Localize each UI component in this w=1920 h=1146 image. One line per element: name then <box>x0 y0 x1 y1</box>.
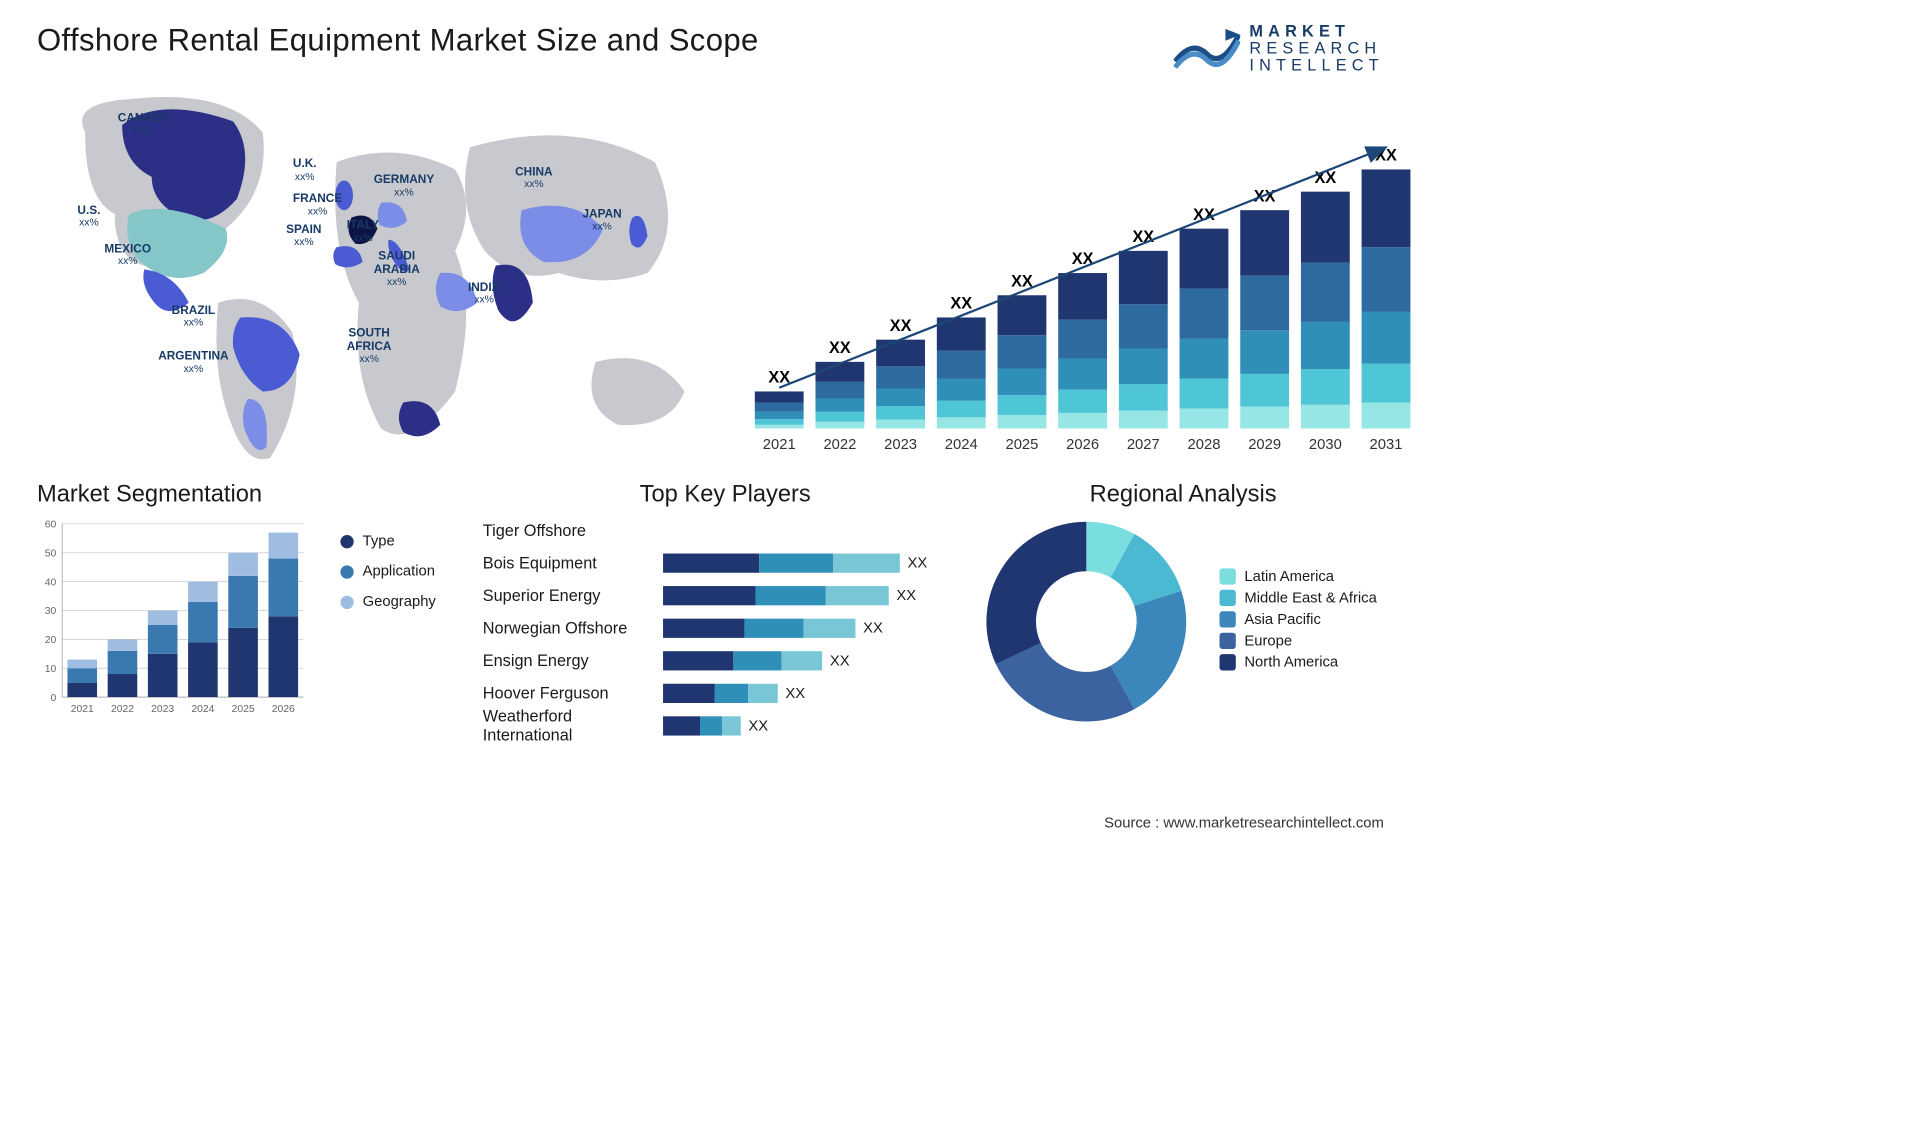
player-name: Tiger Offshore <box>483 521 653 540</box>
world-map-panel: CANADAxx% U.S.xx%MEXICOxx% BRAZILxx% ARGENT… <box>37 81 710 466</box>
svg-text:2029: 2029 <box>1248 437 1281 453</box>
player-row: Weatherford InternationalXX <box>483 714 968 739</box>
player-value: XX <box>908 555 928 572</box>
legend-item: Type <box>340 533 435 550</box>
svg-text:XX: XX <box>1193 206 1215 224</box>
svg-text:2025: 2025 <box>232 704 255 715</box>
legend-item: North America <box>1219 654 1377 671</box>
map-label: SOUTHAFRICAxx% <box>347 327 392 364</box>
map-label: SPAINxx% <box>286 223 321 247</box>
regional-legend: Latin America Middle East & Africa Asia Pa… <box>1219 568 1377 675</box>
svg-text:20: 20 <box>45 635 57 646</box>
player-row: Hoover Ferguson XX <box>483 681 968 706</box>
svg-text:2023: 2023 <box>884 437 917 453</box>
player-name: Superior Energy <box>483 586 653 605</box>
map-label: MEXICOxx% <box>104 242 151 266</box>
players-title: Top Key Players <box>483 480 968 507</box>
map-label: CHINAxx% <box>515 166 552 190</box>
map-label: ITALYxx% <box>347 219 379 243</box>
svg-text:40: 40 <box>45 578 57 589</box>
player-row: Superior Energy XX <box>483 583 968 608</box>
svg-text:50: 50 <box>45 549 57 560</box>
svg-text:2022: 2022 <box>823 437 856 453</box>
svg-text:2025: 2025 <box>1005 437 1038 453</box>
svg-text:2021: 2021 <box>71 704 94 715</box>
regional-title: Regional Analysis <box>982 480 1383 507</box>
logo-text-2: RESEARCH <box>1249 39 1383 56</box>
brand-logo: MARKET RESEARCH INTELLECT <box>1174 22 1384 73</box>
map-label: U.S.xx% <box>77 204 100 228</box>
svg-text:2030: 2030 <box>1309 437 1342 453</box>
logo-text-3: INTELLECT <box>1249 56 1383 73</box>
player-name: Norwegian Offshore <box>483 619 653 638</box>
svg-text:30: 30 <box>45 606 57 617</box>
logo-text-1: MARKET <box>1249 22 1383 39</box>
svg-text:0: 0 <box>50 693 56 704</box>
map-label: U.K.xx% <box>293 158 317 182</box>
segmentation-title: Market Segmentation <box>37 480 468 507</box>
svg-text:2024: 2024 <box>191 704 214 715</box>
legend-item: Application <box>340 563 435 580</box>
legend-item: Latin America <box>1219 568 1377 585</box>
player-value: XX <box>896 587 916 604</box>
key-players-panel: Top Key Players Tiger Offshore Bois Equip… <box>483 480 968 746</box>
growth-bar-chart: XX2021XX2022XX2023XX2024XX2025XX2026XX20… <box>740 88 1421 458</box>
player-row: Tiger Offshore <box>483 518 968 543</box>
regional-donut-chart <box>982 518 1189 725</box>
player-name: Weatherford International <box>483 707 653 745</box>
player-row: Norwegian Offshore XX <box>483 616 968 641</box>
player-bar <box>663 717 741 736</box>
svg-text:2024: 2024 <box>945 437 978 453</box>
svg-text:2022: 2022 <box>111 704 134 715</box>
growth-chart-panel: XX2021XX2022XX2023XX2024XX2025XX2026XX20… <box>740 81 1421 466</box>
legend-item: Middle East & Africa <box>1219 590 1377 607</box>
svg-text:2026: 2026 <box>1066 437 1099 453</box>
player-name: Hoover Ferguson <box>483 684 653 703</box>
svg-text:2023: 2023 <box>151 704 174 715</box>
player-value: XX <box>830 653 850 670</box>
logo-mark-icon <box>1174 24 1241 71</box>
player-bar <box>663 586 889 605</box>
player-name: Bois Equipment <box>483 554 653 573</box>
player-bar <box>663 554 900 573</box>
source-attribution: Source : www.marketresearchintellect.com <box>1104 815 1384 832</box>
player-value: XX <box>748 718 768 735</box>
players-list: Tiger OffshoreBois EquipmentXXSuperior E… <box>483 518 968 746</box>
svg-text:2028: 2028 <box>1188 437 1221 453</box>
svg-text:10: 10 <box>45 664 57 675</box>
svg-text:XX: XX <box>890 317 912 335</box>
svg-text:60: 60 <box>45 520 57 531</box>
player-value: XX <box>785 685 805 702</box>
player-bar <box>663 619 855 638</box>
map-label: ARGENTINAxx% <box>158 350 228 374</box>
player-bar <box>663 651 822 670</box>
svg-text:XX: XX <box>950 295 972 313</box>
legend-item: Geography <box>340 594 435 611</box>
segmentation-chart: 0 10 20 30 40 50 60 2021 2022 2023 2024 2025 2026 <box>37 518 318 740</box>
player-row: Bois Equipment XX <box>483 551 968 576</box>
map-label: BRAZILxx% <box>172 304 215 328</box>
map-label: INDIAxx% <box>468 281 500 305</box>
svg-text:XX: XX <box>829 339 851 357</box>
map-label: CANADAxx% <box>118 112 169 136</box>
page-title: Offshore Rental Equipment Market Size an… <box>37 22 759 58</box>
segmentation-legend: Type Application Geography <box>340 533 435 611</box>
svg-text:2021: 2021 <box>763 437 796 453</box>
svg-text:2026: 2026 <box>272 704 295 715</box>
legend-item: Asia Pacific <box>1219 611 1377 628</box>
map-label: GERMANYxx% <box>374 173 435 197</box>
player-value: XX <box>863 620 883 637</box>
regional-panel: Regional Analysis Latin America Middle Ea… <box>982 480 1383 746</box>
segmentation-panel: Market Segmentation 0 10 20 30 40 50 60 2021 202… <box>37 480 468 746</box>
svg-text:2031: 2031 <box>1370 437 1403 453</box>
legend-item: Europe <box>1219 633 1377 650</box>
svg-text:2027: 2027 <box>1127 437 1160 453</box>
player-row: Ensign Energy XX <box>483 648 968 673</box>
map-label: FRANCExx% <box>293 192 342 216</box>
player-bar <box>663 684 778 703</box>
map-label: JAPANxx% <box>582 208 621 232</box>
map-label: SAUDIARABIAxx% <box>374 250 420 287</box>
player-name: Ensign Energy <box>483 651 653 670</box>
